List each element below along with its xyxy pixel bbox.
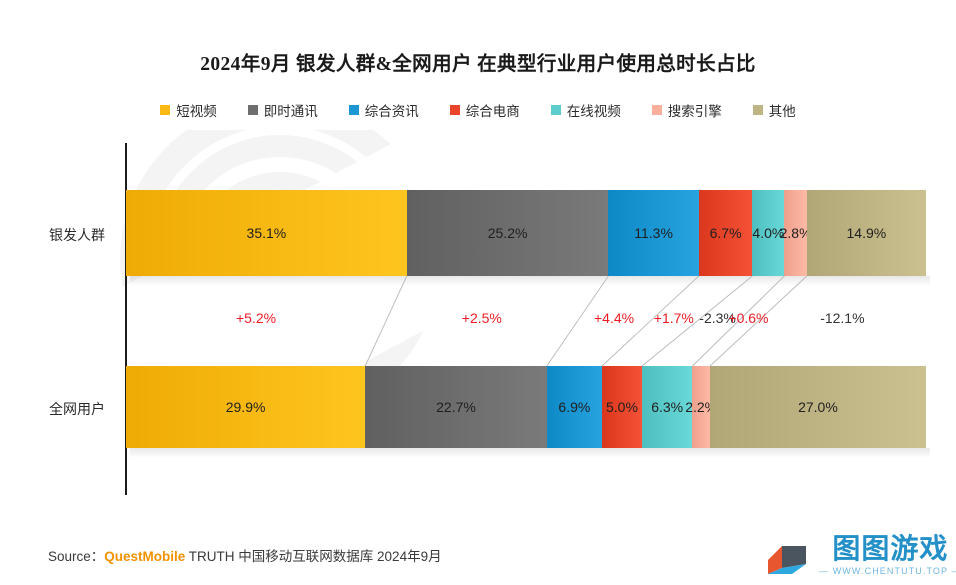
- logo-text-block: 图图游戏 — WWW.CHENTUTU.TOP —: [819, 532, 956, 576]
- bar-segment[interactable]: 14.9%: [806, 190, 926, 276]
- bar-segment-label: 14.9%: [846, 225, 887, 241]
- legend-swatch-icon: [348, 105, 359, 115]
- bar-segment[interactable]: 6.7%: [698, 190, 753, 276]
- bar-segment[interactable]: 5.0%: [601, 366, 642, 448]
- logo-mark-icon: [766, 534, 810, 576]
- legend-item-1[interactable]: 即时通讯: [247, 100, 318, 120]
- bar-shadow-row2: [130, 448, 930, 458]
- bar-segment-label: 6.3%: [651, 399, 684, 415]
- legend-item-label: 其他: [768, 104, 796, 119]
- legend-item-label: 综合电商: [465, 104, 520, 119]
- bar-segment[interactable]: 6.3%: [641, 366, 693, 448]
- delta-label: +0.6%: [728, 310, 769, 326]
- chart-legend: 短视频 即时通讯 综合资讯 综合电商 在线视频 搜索引擎 其他: [0, 100, 956, 120]
- site-logo: 图图游戏 — WWW.CHENTUTU.TOP —: [766, 534, 956, 576]
- legend-item-label: 综合资讯: [364, 104, 419, 119]
- delta-label: +2.5%: [461, 310, 502, 326]
- bar-segment-label: 5.0%: [606, 399, 638, 415]
- source-rest: TRUTH 中国移动互联网数据库 2024年9月: [185, 549, 442, 564]
- source-prefix: Source：: [48, 549, 105, 564]
- legend-item-0[interactable]: 短视频: [160, 100, 217, 120]
- bar-segment-label: 2.2%: [685, 399, 718, 415]
- source-brand: QuestMobile: [104, 549, 186, 564]
- bar-segment-label: 2.8%: [779, 225, 812, 241]
- source-note: Source：QuestMobile TRUTH 中国移动互联网数据库 2024…: [48, 545, 442, 565]
- legend-item-4[interactable]: 在线视频: [550, 100, 621, 120]
- chart-title: 2024年9月 银发人群&全网用户 在典型行业用户使用总时长占比: [200, 54, 756, 75]
- delta-label: +1.7%: [653, 310, 694, 326]
- logo-subtitle: — WWW.CHENTUTU.TOP —: [819, 565, 956, 576]
- bar-segment[interactable]: 2.2%: [685, 366, 717, 448]
- bar-segment-label: 11.3%: [634, 225, 673, 241]
- bar-segment[interactable]: 11.3%: [608, 190, 699, 276]
- legend-swatch-icon: [550, 105, 561, 115]
- legend-swatch-icon: [752, 105, 763, 115]
- bar-segment-label: 27.0%: [798, 399, 838, 415]
- legend-swatch-icon: [449, 105, 460, 115]
- bar-segment-label: 4.0%: [752, 225, 785, 241]
- logo-title: 图图游戏: [832, 532, 949, 564]
- legend-item-label: 即时通讯: [263, 104, 318, 119]
- legend-swatch-icon: [651, 105, 662, 115]
- bar-segment[interactable]: 4.0%: [752, 190, 785, 276]
- bar-segment[interactable]: 2.8%: [780, 190, 812, 276]
- legend-item-label: 短视频: [176, 104, 217, 119]
- delta-label: +5.2%: [236, 310, 277, 326]
- delta-label: +4.4%: [594, 310, 635, 326]
- bar-shadow-row1: [130, 276, 930, 286]
- delta-label: -2.3%: [699, 310, 736, 326]
- legend-item-5[interactable]: 搜索引擎: [651, 100, 722, 120]
- row-label-all: 全网用户: [49, 401, 105, 417]
- bar-segment-label: 6.7%: [709, 225, 742, 241]
- delta-label: -12.1%: [820, 310, 865, 326]
- legend-item-label: 在线视频: [566, 104, 621, 119]
- bar-segment[interactable]: 27.0%: [709, 366, 926, 448]
- legend-item-label: 搜索引擎: [667, 104, 722, 119]
- legend-item-6[interactable]: 其他: [752, 100, 796, 120]
- bar-segment[interactable]: 6.9%: [546, 366, 602, 448]
- legend-swatch-icon: [160, 105, 171, 115]
- row-label-silver: 银发人群: [49, 227, 105, 243]
- legend-swatch-icon: [247, 105, 258, 115]
- legend-item-3[interactable]: 综合电商: [449, 100, 520, 120]
- bar-segment-label: 6.9%: [558, 399, 591, 415]
- legend-item-2[interactable]: 综合资讯: [348, 100, 419, 120]
